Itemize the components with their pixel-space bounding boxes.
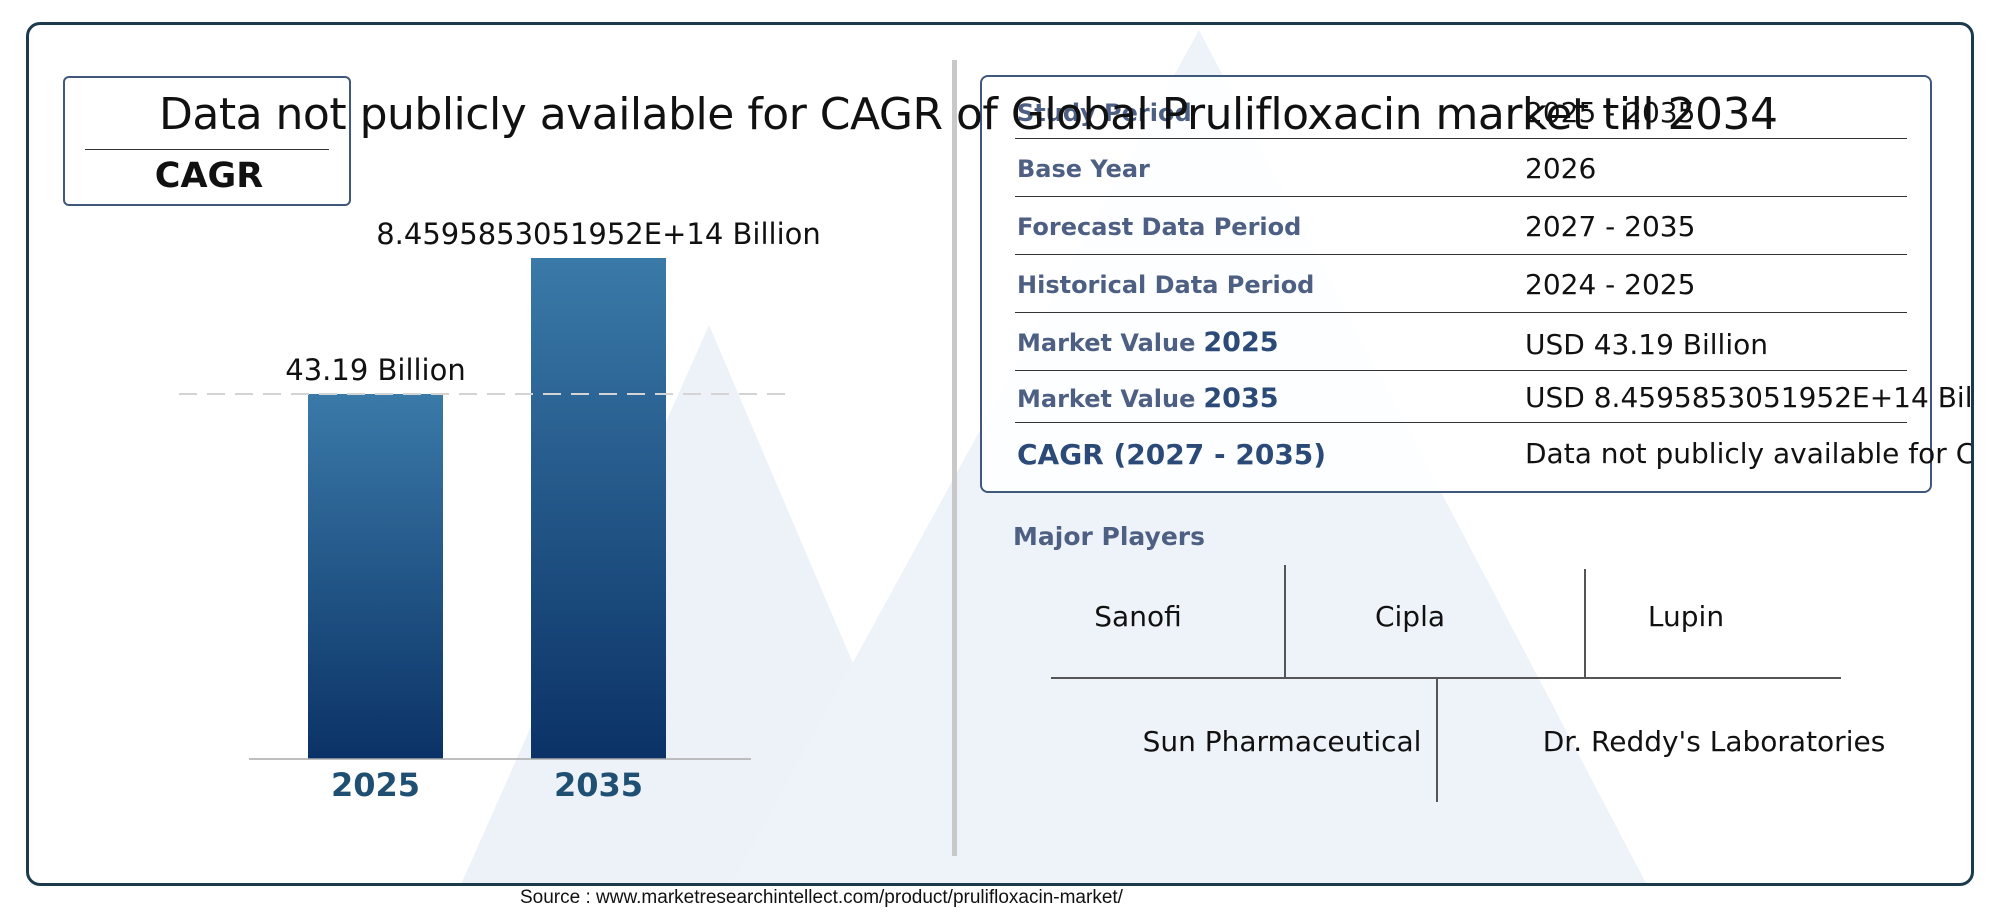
info-row-market-value-2025: Market Value 2025 USD 43.19 Billion (1015, 313, 1907, 371)
players-divider (1051, 677, 1841, 679)
source-note: Source : www.marketresearchintellect.com… (520, 887, 1123, 908)
info-label: Historical Data Period (1017, 271, 1315, 299)
info-label: Forecast Data Period (1017, 213, 1302, 241)
player-name: Dr. Reddy's Laboratories (1542, 725, 1886, 758)
info-label: CAGR (2027 - 2035) (1017, 438, 1327, 471)
info-value: 2025 - 2035 (1525, 96, 1696, 129)
player-name: Sanofi (1094, 600, 1182, 633)
bar-2025 (308, 394, 443, 759)
info-label-year: 2025 (1203, 327, 1279, 358)
headline: Data not publicly available for CAGR of … (159, 89, 1778, 140)
player-name: Cipla (1374, 600, 1446, 633)
info-value: Data not publicly available for CAGR of … (1525, 437, 1974, 470)
info-label: Base Year (1017, 155, 1150, 183)
info-label: Market Value 2025 (1017, 327, 1279, 358)
bar-2035 (531, 258, 666, 759)
player-name: Lupin (1647, 600, 1725, 633)
players-divider (1436, 677, 1438, 802)
cagr-label: CAGR (154, 156, 264, 196)
major-players-title: Major Players (1013, 522, 1205, 551)
info-label: Study Period (1017, 99, 1192, 127)
info-row-cagr: CAGR (2027 - 2035) Data not publicly ava… (1015, 423, 1971, 485)
info-row-study-period: Study Period 2025 - 2035 (1015, 85, 1907, 139)
x-tick-label: 2035 (554, 766, 643, 804)
info-label-year: 2035 (1203, 383, 1279, 414)
info-value: USD 43.19 Billion (1525, 328, 1768, 361)
cagr-box: CAGR (63, 76, 351, 206)
infographic-frame: CAGR 43.19 Billion 2025 8.4595853051952E+1… (26, 22, 1974, 886)
info-value: 2024 - 2025 (1525, 268, 1696, 301)
info-row-base-year: Base Year 2026 (1015, 139, 1907, 197)
info-row-historical-period: Historical Data Period 2024 - 2025 (1015, 255, 1907, 313)
bar-data-label: 8.4595853051952E+14 Billion (376, 217, 821, 251)
info-table: Study Period 2025 - 2035 Base Year 2026 … (980, 75, 1971, 493)
bar-chart: 43.19 Billion 2025 8.4595853051952E+14 Bil… (179, 217, 821, 804)
info-row-market-value-2035: Market Value 2035 USD 8.4595853051952E+14… (1015, 371, 1971, 423)
player-name: Sun Pharmaceutical (1142, 725, 1422, 758)
cagr-divider (85, 149, 329, 150)
info-label-text: Market Value (1017, 385, 1196, 413)
vertical-divider (952, 60, 957, 856)
info-value: USD 8.4595853051952E+14 Billion (1525, 381, 1974, 414)
players-divider (1284, 565, 1286, 677)
info-value: 2026 (1525, 152, 1597, 185)
players-divider (1584, 569, 1586, 677)
info-row-forecast-period: Forecast Data Period 2027 - 2035 (1015, 197, 1907, 255)
x-tick-label: 2025 (331, 766, 420, 804)
info-label-text: Market Value (1017, 329, 1196, 357)
info-value: 2027 - 2035 (1525, 210, 1696, 243)
bar-data-label: 43.19 Billion (285, 353, 466, 387)
info-label: Market Value 2035 (1017, 383, 1279, 414)
